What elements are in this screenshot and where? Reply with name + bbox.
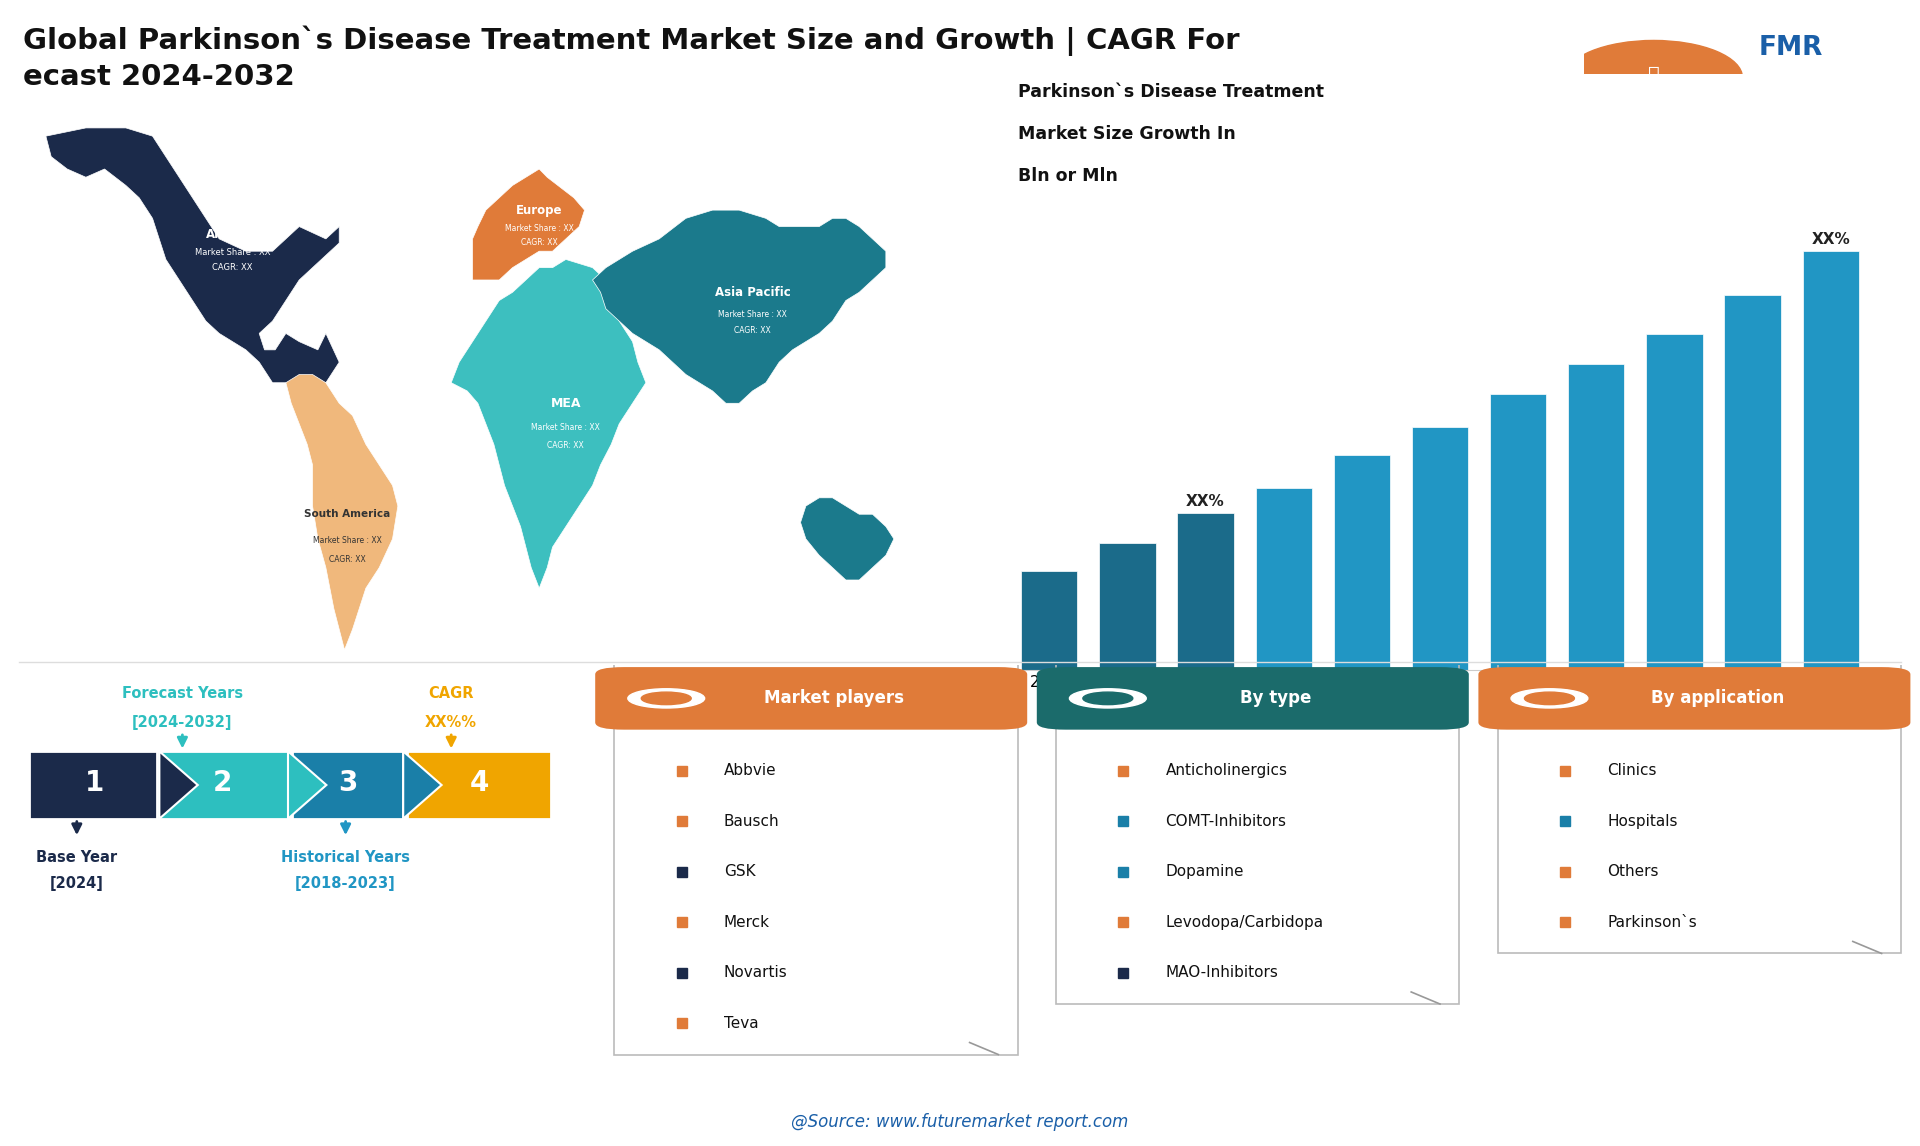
Text: Market Share : XX: Market Share : XX: [194, 249, 271, 258]
Text: XX%: XX%: [1811, 233, 1851, 248]
Bar: [1021, 571, 1077, 670]
Bar: [1177, 513, 1235, 670]
Text: CAGR: XX: CAGR: XX: [213, 262, 253, 272]
FancyBboxPatch shape: [29, 752, 159, 818]
Polygon shape: [46, 128, 340, 391]
Text: Market Share : XX: Market Share : XX: [718, 309, 787, 319]
Text: Others: Others: [1607, 864, 1659, 879]
Text: Bln or Mln: Bln or Mln: [1018, 167, 1117, 185]
Circle shape: [628, 689, 705, 708]
Text: Merck: Merck: [724, 915, 770, 929]
Text: Teva: Teva: [724, 1015, 758, 1030]
Text: 1: 1: [84, 769, 104, 796]
Text: Hospitals: Hospitals: [1607, 814, 1678, 829]
Bar: [1490, 394, 1546, 670]
FancyBboxPatch shape: [407, 752, 551, 818]
Circle shape: [1083, 692, 1133, 705]
Polygon shape: [403, 752, 442, 818]
Polygon shape: [451, 259, 645, 588]
Circle shape: [1511, 689, 1588, 708]
Text: Bausch: Bausch: [724, 814, 780, 829]
FancyBboxPatch shape: [1478, 667, 1910, 730]
Circle shape: [641, 692, 691, 705]
Bar: [1334, 455, 1390, 670]
Text: CAGR: XX: CAGR: XX: [328, 555, 365, 564]
Polygon shape: [593, 210, 885, 403]
Text: FUTURE MARKET REPORT: FUTURE MARKET REPORT: [1759, 79, 1855, 88]
Text: Clinics: Clinics: [1607, 763, 1657, 778]
Bar: [1100, 543, 1156, 670]
Circle shape: [1069, 689, 1146, 708]
Bar: [1256, 488, 1311, 670]
Text: CAGR: CAGR: [428, 686, 474, 701]
Text: Market players: Market players: [764, 690, 904, 707]
FancyBboxPatch shape: [1037, 667, 1469, 730]
Text: Historical Years: Historical Years: [280, 849, 411, 865]
Text: CAGR: XX: CAGR: XX: [520, 238, 557, 248]
Text: Parkinson`s: Parkinson`s: [1607, 915, 1697, 929]
Text: XX%%: XX%%: [424, 715, 478, 730]
Text: North
America: North America: [205, 212, 259, 241]
Text: 3: 3: [338, 769, 357, 796]
Bar: [1645, 333, 1703, 670]
Text: CAGR: XX: CAGR: XX: [547, 441, 584, 450]
Text: [2024-2032]: [2024-2032]: [132, 715, 232, 730]
Circle shape: [1565, 40, 1741, 115]
Text: [2018-2023]: [2018-2023]: [296, 877, 396, 892]
Text: Market Share : XX: Market Share : XX: [313, 536, 382, 545]
Text: Abbvie: Abbvie: [724, 763, 776, 778]
Text: FMR: FMR: [1759, 36, 1822, 62]
Text: 4: 4: [468, 769, 490, 796]
Text: Market Size Growth In: Market Size Growth In: [1018, 125, 1236, 143]
Text: CAGR: XX: CAGR: XX: [733, 327, 772, 336]
Text: @Source: www.futuremarket report.com: @Source: www.futuremarket report.com: [791, 1113, 1129, 1131]
Text: 2: 2: [213, 769, 232, 796]
Text: COMT-Inhibitors: COMT-Inhibitors: [1165, 814, 1286, 829]
Polygon shape: [286, 375, 397, 650]
Text: South America: South America: [303, 509, 390, 519]
Text: MEA: MEA: [551, 397, 582, 410]
Text: By application: By application: [1651, 690, 1784, 707]
Bar: [1724, 295, 1780, 670]
Polygon shape: [801, 497, 895, 580]
Text: Base Year: Base Year: [36, 849, 117, 865]
Text: [2024]: [2024]: [50, 877, 104, 892]
Text: Levodopa/Carbidopa: Levodopa/Carbidopa: [1165, 915, 1323, 929]
Text: ecast 2024-2032: ecast 2024-2032: [23, 63, 296, 91]
Text: 🔍: 🔍: [1647, 65, 1659, 84]
Polygon shape: [159, 752, 198, 818]
Text: Dopamine: Dopamine: [1165, 864, 1244, 879]
Text: Novartis: Novartis: [724, 965, 787, 980]
Text: Global Parkinson`s Disease Treatment Market Size and Growth | CAGR For: Global Parkinson`s Disease Treatment Mar…: [23, 25, 1240, 56]
Text: Europe: Europe: [516, 204, 563, 217]
FancyBboxPatch shape: [595, 667, 1027, 730]
Bar: [1411, 427, 1469, 670]
Text: Forecast Years: Forecast Years: [121, 686, 244, 701]
Text: Market Share : XX: Market Share : XX: [532, 423, 601, 432]
Text: XX%: XX%: [1187, 494, 1225, 510]
FancyBboxPatch shape: [292, 752, 403, 818]
Text: GSK: GSK: [724, 864, 755, 879]
FancyBboxPatch shape: [157, 752, 288, 818]
Text: By type: By type: [1240, 690, 1311, 707]
Circle shape: [1524, 692, 1574, 705]
Text: Anticholinergics: Anticholinergics: [1165, 763, 1288, 778]
Polygon shape: [472, 168, 584, 280]
Bar: [1803, 251, 1859, 670]
Polygon shape: [288, 752, 326, 818]
Text: MAO-Inhibitors: MAO-Inhibitors: [1165, 965, 1279, 980]
Bar: [1569, 364, 1624, 670]
Text: Market Share : XX: Market Share : XX: [505, 223, 574, 233]
Text: Asia Pacific: Asia Pacific: [714, 285, 791, 299]
Text: Parkinson`s Disease Treatment: Parkinson`s Disease Treatment: [1018, 83, 1325, 101]
